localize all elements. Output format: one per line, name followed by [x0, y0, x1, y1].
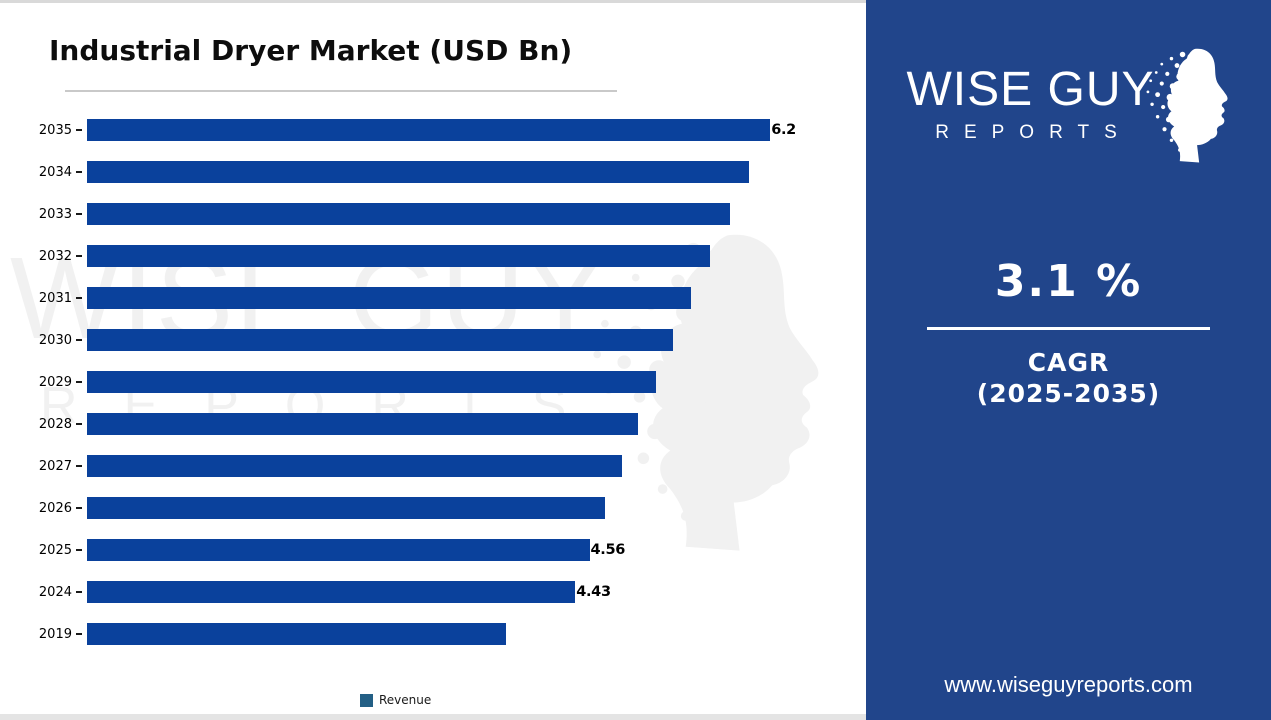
revenue-bar — [87, 623, 506, 645]
axis-tick — [76, 549, 82, 551]
bar-row-2035: 2035 6.2 — [0, 109, 796, 151]
year-label: 2019 — [38, 626, 72, 642]
revenue-bar — [87, 203, 730, 225]
bar-row-2029: 2029 — [0, 361, 796, 403]
revenue-bar — [87, 455, 622, 477]
axis-tick — [76, 591, 82, 593]
revenue-bar — [87, 287, 691, 309]
revenue-bar — [87, 161, 750, 183]
axis-tick — [76, 381, 82, 383]
website-url: www.wiseguyreports.com — [944, 672, 1193, 697]
year-label: 2026 — [38, 500, 72, 516]
bar-row-2027: 2027 — [0, 445, 796, 487]
bar-chart: 2035 6.2 2034 2033 2032 2031 2030 2029 2028 2027 2… — [0, 109, 796, 655]
bar-row-2028: 2028 — [0, 403, 796, 445]
revenue-bar — [87, 371, 656, 393]
axis-tick — [76, 465, 82, 467]
axis-tick — [76, 297, 82, 299]
axis-tick — [76, 423, 82, 425]
brand-name: WISE GUY — [906, 63, 1155, 116]
bar-row-2032: 2032 — [0, 235, 796, 277]
cagr-period: (2025-2035) — [976, 379, 1161, 408]
axis-tick — [76, 339, 82, 341]
axis-tick — [76, 129, 82, 131]
bar-row-2019: 2019 — [0, 613, 796, 655]
brand-panel: WISE GUY REPORTS 3.1 % CAGR (2025-2035) … — [866, 0, 1271, 720]
bar-row-2034: 2034 — [0, 151, 796, 193]
cagr-value: 3.1 % — [994, 256, 1143, 307]
axis-tick — [76, 255, 82, 257]
year-label: 2027 — [38, 458, 72, 474]
year-label: 2029 — [38, 374, 72, 390]
year-label: 2024 — [38, 584, 72, 600]
revenue-bar — [87, 119, 771, 141]
cagr-divider — [927, 327, 1210, 330]
axis-tick — [76, 213, 82, 215]
title-underline — [65, 90, 617, 92]
year-label: 2025 — [38, 542, 72, 558]
bar-row-2030: 2030 — [0, 319, 796, 361]
bar-row-2031: 2031 — [0, 277, 796, 319]
brand-logo: WISE GUY REPORTS — [906, 46, 1230, 164]
bar-row-2025: 2025 4.56 — [0, 529, 796, 571]
bar-row-2024: 2024 4.43 — [0, 571, 796, 613]
year-label: 2033 — [38, 206, 72, 222]
legend-revenue-label: Revenue — [379, 693, 432, 707]
year-label: 2035 — [38, 122, 72, 138]
revenue-bar — [87, 581, 576, 603]
bar-value-label: 4.43 — [576, 584, 611, 600]
year-label: 2030 — [38, 332, 72, 348]
bar-row-2033: 2033 — [0, 193, 796, 235]
year-label: 2028 — [38, 416, 72, 432]
legend-revenue-marker — [360, 693, 373, 707]
revenue-bar — [87, 497, 605, 519]
axis-tick — [76, 633, 82, 635]
bar-value-label: 4.56 — [590, 542, 626, 558]
cagr-label: CAGR — [1027, 348, 1110, 377]
brand-subname: REPORTS — [935, 122, 1132, 143]
axis-tick — [76, 507, 82, 509]
brand-head-logo-icon — [1146, 48, 1228, 163]
year-label: 2031 — [38, 290, 72, 306]
year-label: 2034 — [38, 164, 72, 180]
revenue-bar — [87, 329, 674, 351]
revenue-bar — [87, 539, 590, 561]
revenue-bar — [87, 245, 710, 267]
revenue-bar — [87, 413, 638, 435]
chart-legend: Revenue — [360, 693, 431, 707]
axis-tick — [76, 171, 82, 173]
bar-value-label: 6.2 — [771, 122, 796, 138]
bar-row-2026: 2026 — [0, 487, 796, 529]
year-label: 2032 — [38, 248, 72, 264]
chart-title: Industrial Dryer Market (USD Bn) — [49, 34, 573, 67]
top-divider — [0, 0, 866, 3]
bottom-divider — [0, 714, 866, 720]
